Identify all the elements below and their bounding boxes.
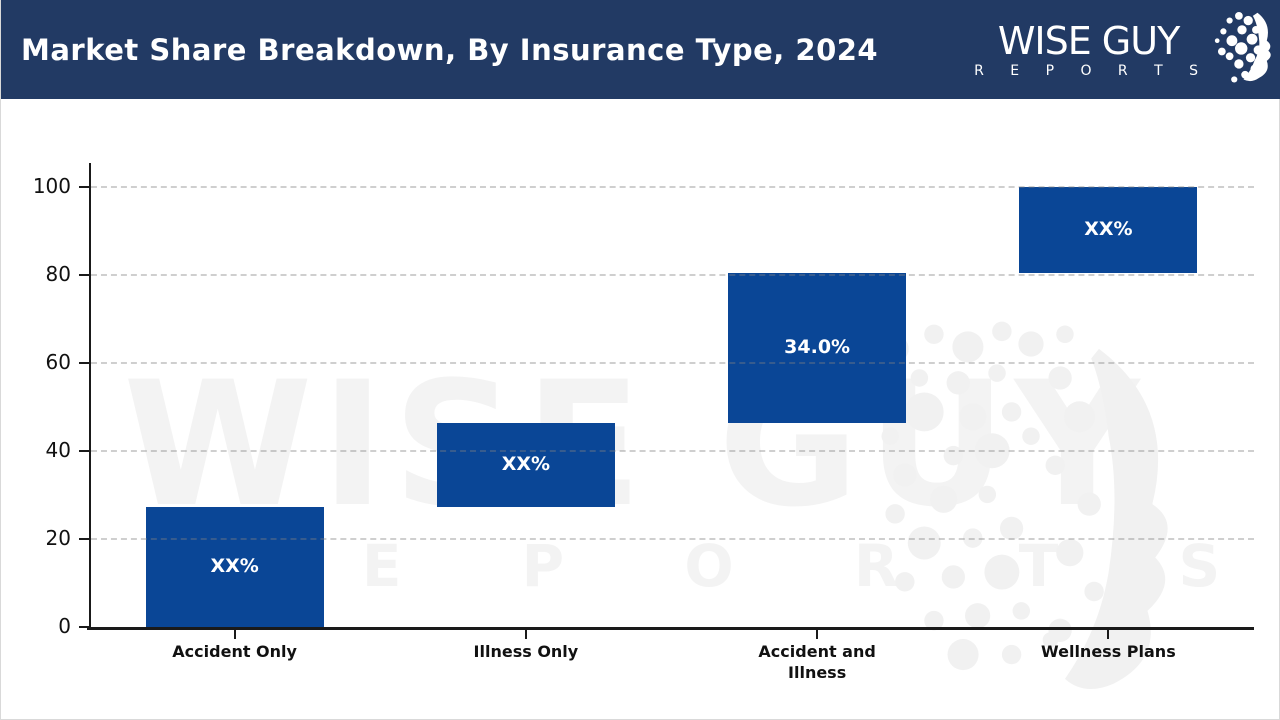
chart-area: WISE GUY R E P O R T S: [1, 99, 1280, 719]
y-tick-label: 60: [45, 349, 71, 374]
y-tick-label: 20: [45, 525, 71, 550]
x-tick-mark: [1107, 630, 1110, 639]
logo-wordmark: WISE GUY: [997, 18, 1180, 63]
y-tick-label: 80: [45, 261, 71, 286]
x-tick-mark: [816, 630, 819, 639]
plot: XX% XX% 34.0% XX% 0 20 40 60 80 100 Accident Onl…: [33, 163, 1254, 682]
bar-value-label: XX%: [501, 452, 551, 475]
page-title: Market Share Breakdown, By Insurance Typ…: [21, 33, 879, 67]
x-axis-line: [87, 627, 1254, 630]
y-tick-mark: [79, 274, 89, 277]
x-tick-mark: [233, 630, 236, 639]
gridline: [91, 186, 1254, 189]
x-tick-mark: [524, 630, 527, 639]
logo-face-icon: [1214, 12, 1271, 83]
bar-accident-and-illness: [728, 273, 907, 423]
watermark-wordmark: WISE GUY: [123, 344, 1148, 545]
logo-subtext: R E P O R T S: [974, 62, 1209, 79]
y-axis-line: [89, 163, 91, 630]
y-tick-label: 40: [45, 437, 71, 462]
bar-wellness-plans: [1019, 187, 1198, 274]
y-tick-mark: [79, 186, 89, 189]
y-tick-mark: [79, 626, 89, 628]
gridline: [91, 450, 1254, 453]
header: Market Share Breakdown, By Insurance Typ…: [1, 0, 1280, 99]
x-tick-label: Wellness Plans: [1041, 642, 1176, 661]
bar-value-label: 34.0%: [784, 336, 851, 359]
gridline: [91, 538, 1254, 541]
y-tick-label: 100: [32, 173, 71, 198]
y-tick-mark: [79, 362, 89, 365]
x-tick-label: Accident and Illness: [758, 642, 876, 682]
gridline: [91, 362, 1254, 365]
bar-value-label: XX%: [1084, 218, 1133, 241]
y-tick-mark: [79, 538, 89, 541]
y-tick-mark: [79, 450, 89, 453]
logo-text: WISE GUY R E P O R T S: [968, 22, 1209, 79]
bar-accident-only: [145, 506, 324, 627]
x-tick-label: Illness Only: [473, 642, 579, 661]
watermark-subtext: R E P O R T S: [197, 532, 1271, 600]
bar-illness-only: [436, 422, 615, 507]
y-tick-label: 0: [58, 613, 71, 638]
gridline: [91, 274, 1254, 277]
x-tick-label: Accident Only: [172, 642, 297, 661]
brand-logo: WISE GUY R E P O R T S: [968, 4, 1273, 96]
bar-value-label: XX%: [210, 554, 259, 577]
